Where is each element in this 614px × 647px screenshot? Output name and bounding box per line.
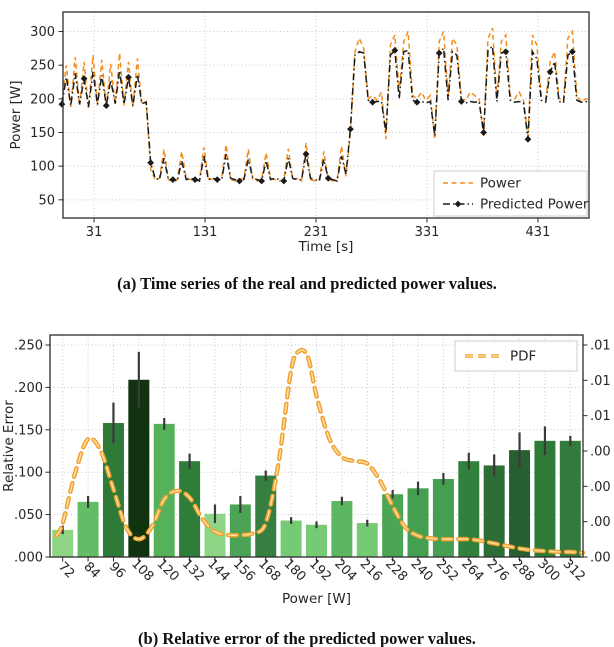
right-tick-label: .01: [590, 409, 611, 424]
bar-204: [331, 501, 353, 557]
caption-b: (b) Relative error of the predicted powe…: [138, 629, 476, 647]
bar-108: [128, 379, 150, 557]
bar-228: [382, 494, 404, 557]
chart-a-ylabel: Power [W]: [8, 81, 24, 150]
x-tick-label: 204: [331, 556, 359, 584]
y-tick-label: .050: [14, 508, 43, 523]
x-tick-label: 132: [179, 556, 207, 584]
bar-252: [432, 478, 454, 557]
y-tick-label: .000: [14, 551, 43, 566]
chart-a-tick-marks: [58, 31, 539, 223]
bar-180: [280, 520, 302, 557]
x-tick-label: 300: [534, 556, 562, 584]
y-tick-label: 200: [30, 92, 55, 107]
right-tick-label: .00: [590, 515, 611, 530]
chart-b-xlabel: Power [W]: [282, 591, 351, 607]
bar-300: [534, 440, 556, 557]
y-tick-label: 100: [30, 160, 55, 175]
x-tick-label: 288: [509, 556, 537, 584]
right-tick-label: .00: [590, 445, 611, 460]
caption-a: (a) Time series of the real and predicte…: [117, 274, 497, 293]
y-tick-label: .100: [14, 466, 43, 481]
x-tick-label: 231: [304, 225, 329, 240]
x-tick-label: 331: [415, 225, 440, 240]
legend-label: PDF: [510, 349, 536, 365]
time-series-chart: 31 131 231 331 431 50 100 150 200 250 300 Time [s] P…: [8, 11, 591, 255]
bar-276: [483, 465, 505, 557]
x-tick-label: 108: [128, 556, 156, 584]
bar-132: [179, 461, 201, 557]
x-tick-label: 180: [281, 556, 309, 584]
chart-b-legend: PDF: [454, 340, 578, 372]
bar-192: [306, 524, 327, 557]
bar-156: [229, 504, 251, 557]
x-tick-label: 431: [526, 225, 551, 240]
chart-a-tick-labels: 31 131 231 331 431 50 100 150 200 250 300: [30, 25, 550, 240]
bar-84: [77, 501, 99, 557]
right-tick-label: .01: [590, 374, 611, 389]
y-tick-label: 150: [30, 126, 55, 141]
chart-a-frame: [62, 11, 590, 219]
x-tick-label: 252: [433, 556, 461, 584]
chart-a-legend: Power Predicted Power: [433, 170, 589, 217]
x-tick-label: 312: [560, 556, 588, 584]
x-tick-label: 131: [193, 225, 218, 240]
predicted-power-markers: [58, 46, 576, 185]
chart-b-ylabel: Relative Error: [1, 400, 17, 492]
y-tick-label: .150: [14, 423, 43, 438]
x-tick-label: 144: [204, 556, 232, 584]
predicted-power-line: [61, 44, 591, 182]
legend-label: Power: [480, 176, 521, 192]
bar-288: [509, 450, 531, 557]
pdf-curve-core: [55, 349, 584, 554]
y-tick-label: .200: [14, 381, 43, 396]
x-tick-label: 264: [458, 556, 486, 584]
x-tick-label: 84: [80, 559, 102, 581]
x-tick-label: 228: [382, 556, 410, 584]
legend-label: Predicted Power: [480, 197, 589, 213]
error-bars-series: [52, 351, 581, 557]
y-tick-label: 250: [30, 59, 55, 74]
x-tick-label: 96: [106, 559, 128, 581]
chart-b-tick-marks: [45, 344, 588, 562]
x-tick-label: 276: [484, 556, 512, 584]
x-tick-label: 72: [55, 559, 77, 581]
bar-120: [153, 423, 175, 557]
y-tick-label: .250: [14, 339, 43, 354]
x-tick-label: 156: [230, 556, 258, 584]
bar-312: [559, 440, 581, 557]
right-tick-label: .00: [590, 480, 611, 495]
bar-240: [407, 488, 429, 557]
y-tick-label: 50: [38, 193, 55, 208]
bar-216: [356, 523, 378, 557]
x-tick-label: 192: [306, 556, 334, 584]
x-tick-label: 31: [86, 225, 103, 240]
bar-264: [458, 461, 480, 557]
x-tick-label: 120: [154, 556, 182, 584]
chart-a-xlabel: Time [s]: [298, 239, 354, 255]
x-tick-label: 240: [407, 556, 435, 584]
right-tick-label: .00: [590, 551, 611, 566]
y-tick-label: 300: [30, 25, 55, 40]
x-tick-label: 168: [255, 556, 283, 584]
x-tick-label: 216: [357, 556, 385, 584]
power-line: [61, 27, 591, 183]
legend-diamond-marker: [454, 200, 462, 208]
right-tick-label: .01: [590, 339, 611, 354]
